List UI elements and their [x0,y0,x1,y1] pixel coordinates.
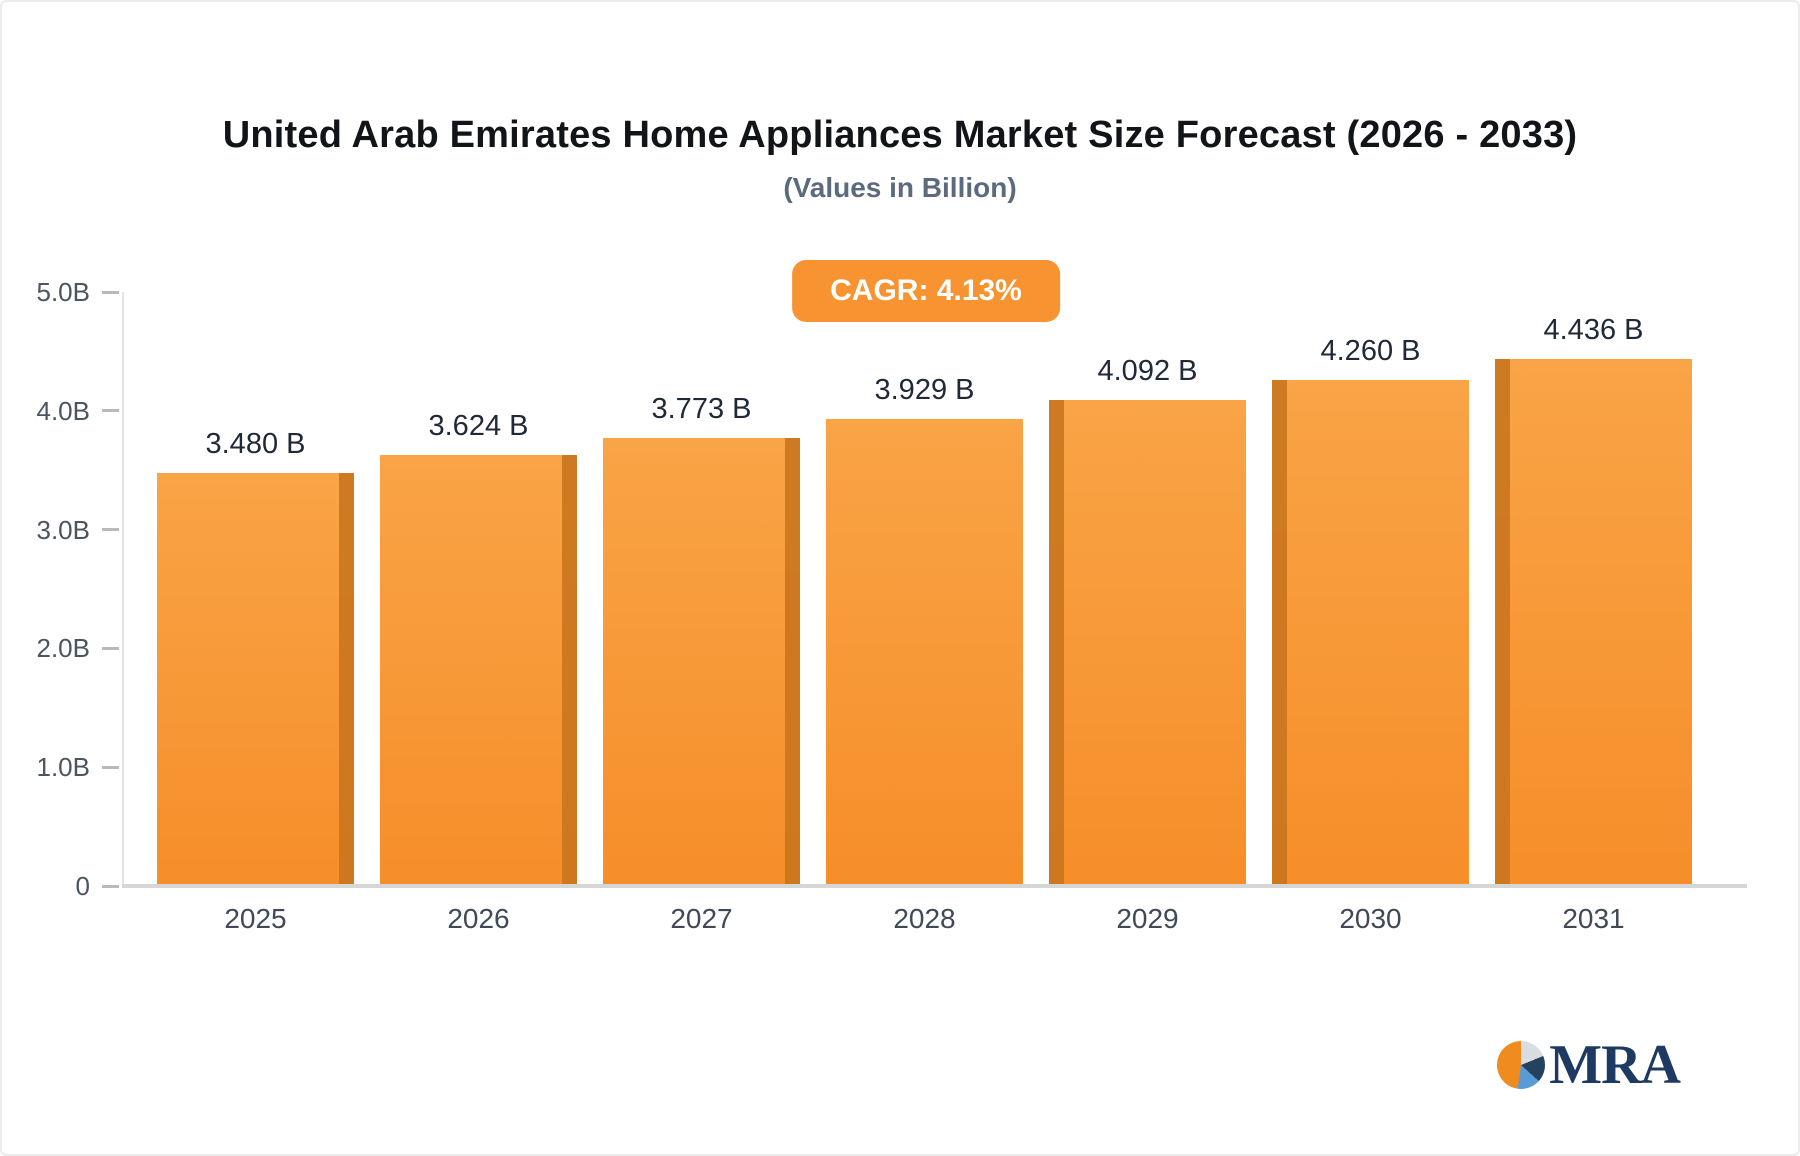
y-tick-label: 3.0B [36,514,91,545]
bar-slot: 4.092 B [1036,292,1259,887]
x-axis-label: 2025 [224,903,287,934]
y-axis-line [122,292,124,886]
y-tick-label: 4.0B [36,395,91,426]
x-axis-label: 2028 [893,903,956,934]
y-tick-mark [102,290,119,294]
brand-logo: MRA [1497,1034,1681,1096]
bar-value-label: 3.480 B [205,427,306,460]
bar-slot: 3.624 B [367,292,590,886]
bar-slot: 3.929 B [813,292,1036,886]
x-axis-label: 2029 [1116,903,1179,934]
cagr-badge: CAGR: 4.13% [792,260,1060,322]
logo-text: MRA [1549,1034,1681,1096]
x-axis-label: 2031 [1562,903,1625,934]
bar-2031[interactable] [1495,359,1692,886]
bar-2029[interactable] [1049,399,1246,887]
bar-value-label: 4.092 B [1097,354,1198,387]
x-axis-label: 2030 [1339,903,1402,934]
bar-2025[interactable] [157,472,354,887]
bar-value-label: 4.436 B [1543,314,1644,347]
y-tick-mark [102,528,119,532]
y-tick-mark [102,765,119,769]
bar-slot: 4.436 B [1482,292,1705,886]
y-tick-label: 1.0B [36,752,91,783]
plot-area: 0 1.0B 2.0B 3.0B 4.0B 5.0B 3.480 B 3.624 B 3.77… [37,277,1747,901]
x-axis-label: 2027 [670,903,733,934]
chart-subtitle: (Values in Billion) [783,172,1017,203]
bar-2027[interactable] [603,437,800,887]
y-tick-mark [102,409,119,413]
x-axis-label: 2026 [447,903,510,934]
bar-2030[interactable] [1272,379,1469,887]
y-tick-mark [102,646,119,650]
y-tick-label: 2.0B [36,633,91,664]
y-tick-label: 0 [75,871,90,901]
bars-row: 3.480 B 3.624 B 3.773 B 3.929 B 4.092 B 4.260… [122,292,1747,887]
bar-value-label: 3.773 B [651,392,752,425]
pie-logo-icon [1497,1041,1546,1089]
bar-2028[interactable] [826,419,1023,886]
bar-value-label: 4.260 B [1320,334,1421,367]
x-axis: 2025 2026 2027 2028 2029 2030 2031 [122,902,1747,936]
y-tick-label: 5.0B [36,277,91,307]
bar-slot: 4.260 B [1259,292,1482,887]
bar-2026[interactable] [380,455,577,886]
bar-slot: 3.773 B [590,292,813,887]
cagr-badge-label: CAGR: 4.13% [830,274,1022,307]
y-tick-mark [102,884,119,888]
chart-title: United Arab Emirates Home Appliances Mar… [222,114,1578,156]
bar-value-label: 3.929 B [874,374,975,407]
bar-slot: 3.480 B [144,292,367,887]
bar-value-label: 3.624 B [428,410,529,443]
x-axis-line [122,884,1747,888]
